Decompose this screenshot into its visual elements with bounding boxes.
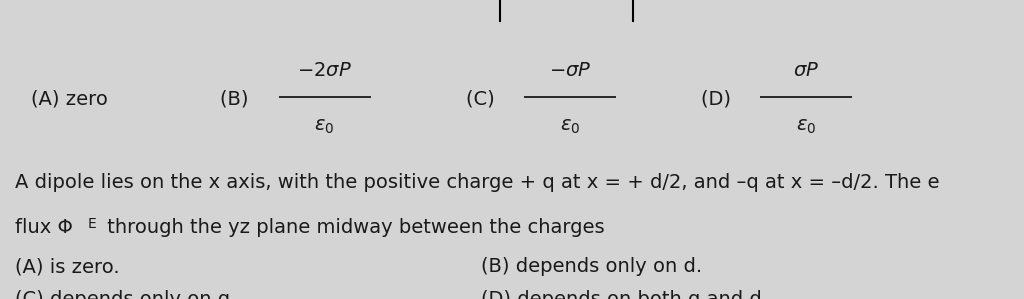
Text: (A) zero: (A) zero <box>31 89 108 108</box>
Text: (C) depends only on q.: (C) depends only on q. <box>15 290 237 299</box>
Text: $-2\sigma P$: $-2\sigma P$ <box>297 61 352 80</box>
Text: $\epsilon_0$: $\epsilon_0$ <box>796 117 816 136</box>
Text: (D): (D) <box>701 89 737 108</box>
Text: $\sigma P$: $\sigma P$ <box>793 61 819 80</box>
Text: (B): (B) <box>220 89 255 108</box>
Text: $\epsilon_0$: $\epsilon_0$ <box>560 117 581 136</box>
Text: through the yz plane midway between the charges: through the yz plane midway between the … <box>101 218 605 237</box>
Text: flux Φ: flux Φ <box>15 218 74 237</box>
Text: (A) is zero.: (A) is zero. <box>15 257 120 276</box>
Text: $-\sigma P$: $-\sigma P$ <box>549 61 592 80</box>
Text: $\epsilon_0$: $\epsilon_0$ <box>314 117 335 136</box>
Text: A dipole lies on the x axis, with the positive charge + q at x = + d/2, and –q a: A dipole lies on the x axis, with the po… <box>15 173 940 193</box>
Text: (C): (C) <box>466 89 501 108</box>
Text: (D) depends on both q and d.: (D) depends on both q and d. <box>481 290 768 299</box>
Text: E: E <box>88 217 97 231</box>
Text: (B) depends only on d.: (B) depends only on d. <box>481 257 702 276</box>
